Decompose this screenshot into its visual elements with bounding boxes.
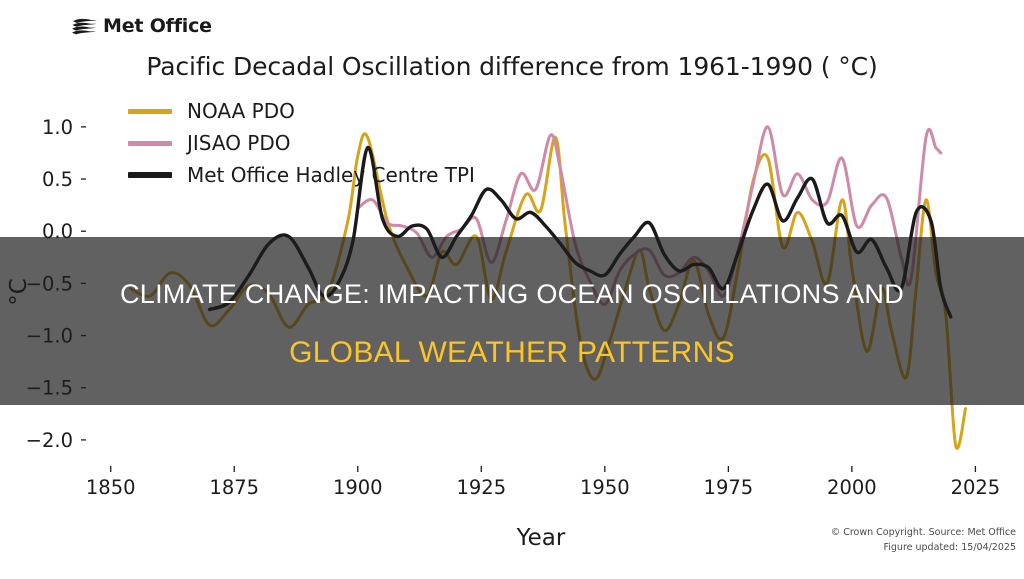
legend-label-hadley-tpi: Met Office Hadley Centre TPI (187, 163, 475, 187)
svg-text:1925: 1925 (456, 476, 506, 499)
brand-name: Met Office (103, 15, 212, 37)
overlay-headline-line-2: GLOBAL WEATHER PATTERNS (289, 335, 735, 369)
legend-item-hadley-tpi: Met Office Hadley Centre TPI (128, 162, 475, 188)
legend-swatch-noaa-pdo (128, 108, 172, 114)
headline-overlay-banner: CLIMATE CHANGE: IMPACTING OCEAN OSCILLAT… (0, 237, 1024, 405)
x-axis-title: Year (516, 525, 566, 551)
svg-text:1850: 1850 (86, 476, 136, 499)
svg-text:2025: 2025 (951, 476, 1001, 499)
legend-swatch-jisao-pdo (128, 140, 172, 146)
svg-text:0.5: 0.5 (42, 168, 73, 191)
legend-label-jisao-pdo: JISAO PDO (187, 131, 291, 155)
legend-item-noaa-pdo: NOAA PDO (128, 98, 475, 124)
met-office-logo: Met Office (72, 17, 212, 36)
legend-swatch-hadley-tpi (128, 172, 172, 178)
svg-text:1975: 1975 (704, 476, 754, 499)
svg-text:−2.0: −2.0 (26, 429, 73, 452)
svg-text:1900: 1900 (333, 476, 383, 499)
legend-label-noaa-pdo: NOAA PDO (187, 99, 295, 123)
svg-text:2000: 2000 (827, 476, 877, 499)
chart-legend: NOAA PDO JISAO PDO Met Office Hadley Cen… (128, 98, 475, 194)
x-axis-tick-labels: 1850 1875 1900 1925 1950 1975 2000 2025 (86, 476, 1000, 499)
legend-item-jisao-pdo: JISAO PDO (128, 130, 475, 156)
svg-text:1950: 1950 (580, 476, 630, 499)
copyright-text: © Crown Copyright. Source: Met Office (830, 527, 1016, 538)
chart-title: Pacific Decadal Oscillation difference f… (146, 52, 878, 81)
svg-text:1875: 1875 (209, 476, 259, 499)
met-office-waves-icon (72, 18, 97, 35)
figure-updated-text: Figure updated: 15/04/2025 (883, 541, 1016, 553)
overlay-headline-line-1: CLIMATE CHANGE: IMPACTING OCEAN OSCILLAT… (119, 278, 905, 309)
svg-text:1.0: 1.0 (42, 116, 73, 139)
chart-credit: © Crown Copyright. Source: Met Office Fi… (831, 526, 1016, 555)
